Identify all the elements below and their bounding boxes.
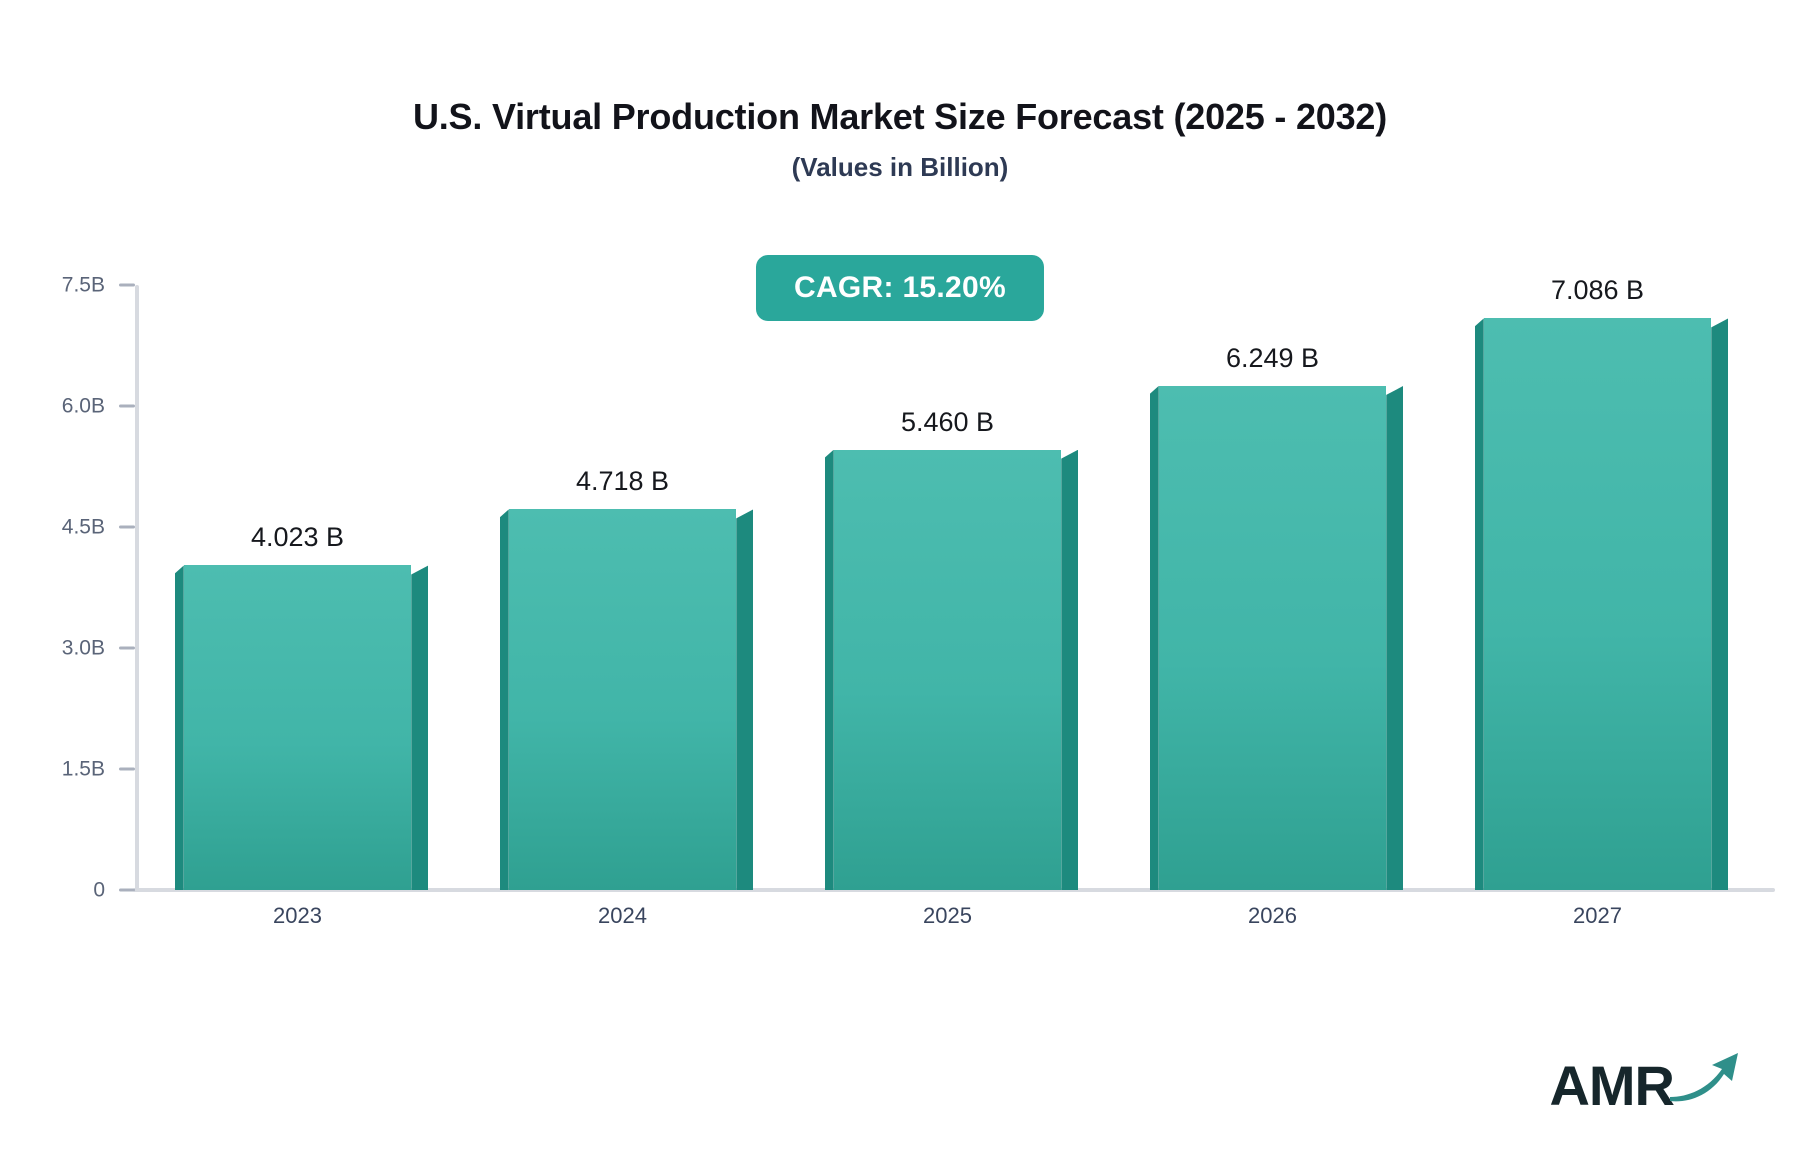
growth-arrow-icon xyxy=(1668,1047,1740,1108)
y-axis-tick-label: 3.0B xyxy=(61,636,105,660)
y-axis-tick: 1.5B xyxy=(62,759,135,780)
bar-front-face xyxy=(833,449,1062,890)
bar-right-side-face xyxy=(1386,385,1404,890)
bar-value-label: 6.249 B xyxy=(1225,342,1320,373)
x-axis-label: 2024 xyxy=(598,903,647,928)
cagr-badge: CAGR: 15.20% xyxy=(755,255,1045,321)
y-axis-tick-mark xyxy=(119,404,135,408)
bar-slot: 7.086 B xyxy=(1474,277,1729,890)
chart-header: U.S. Virtual Production Market Size Fore… xyxy=(0,96,1800,183)
bar-slot: 6.249 B xyxy=(1149,285,1404,890)
bar-value-label: 7.086 B xyxy=(1550,275,1645,306)
y-axis-tick-mark xyxy=(119,646,135,650)
y-axis-tick-mark xyxy=(119,888,135,892)
x-axis-label: 2023 xyxy=(273,903,322,928)
bar-slot: 5.460 B xyxy=(824,285,1079,890)
y-axis-tick: 3.0B xyxy=(62,638,135,659)
bar-value-label: 4.023 B xyxy=(250,522,345,553)
bar[interactable]: 5.460 B xyxy=(824,408,1079,890)
y-axis-tick-mark xyxy=(119,767,135,771)
y-axis-tick-label: 4.5B xyxy=(61,515,105,539)
bar-right-side-face xyxy=(1711,318,1729,890)
bar-left-side-face xyxy=(174,565,184,890)
bar-slot: 4.023 B xyxy=(174,285,429,890)
bar[interactable]: 4.718 B xyxy=(499,468,754,890)
x-axis-label: 2025 xyxy=(923,903,972,928)
y-axis-tick-label: 0 xyxy=(93,878,105,902)
bar[interactable]: 6.249 B xyxy=(1149,344,1404,890)
bar-right-side-face xyxy=(1061,449,1079,890)
bar-front-face xyxy=(183,565,412,890)
y-axis-tick-label: 7.5B xyxy=(61,273,105,297)
bar[interactable]: 4.023 B xyxy=(174,524,429,890)
bar-left-side-face xyxy=(1149,385,1159,890)
bar-front-face xyxy=(508,509,737,890)
bar-value-label: 4.718 B xyxy=(575,466,670,497)
bar-right-side-face xyxy=(411,565,429,890)
y-axis-tick: 7.5B xyxy=(62,275,135,296)
y-axis-line xyxy=(135,285,139,890)
y-axis-tick-mark xyxy=(119,525,135,529)
x-axis-baseline xyxy=(133,888,1775,892)
y-axis-tick-label: 1.5B xyxy=(61,757,105,781)
y-axis-tick-mark xyxy=(119,283,135,287)
bar-slot: 4.718 B xyxy=(499,285,754,890)
bar-left-side-face xyxy=(1474,318,1484,890)
bar-value-label: 5.460 B xyxy=(900,406,995,437)
bar-front-face xyxy=(1483,318,1712,890)
x-axis-label: 2027 xyxy=(1573,903,1622,928)
amr-logo: AMR xyxy=(1549,1047,1740,1114)
logo-text: AMR xyxy=(1549,1054,1675,1117)
bar-right-side-face xyxy=(736,509,754,890)
y-axis-tick: 4.5B xyxy=(62,517,135,538)
bar[interactable]: 7.086 B xyxy=(1474,277,1729,890)
chart-subtitle: (Values in Billion) xyxy=(791,152,1009,183)
bar-left-side-face xyxy=(499,509,509,890)
y-axis-tick: 0 xyxy=(93,880,135,901)
bar-left-side-face xyxy=(824,449,834,890)
bar-front-face xyxy=(1158,385,1387,890)
y-axis-tick-label: 6.0B xyxy=(61,394,105,418)
x-axis-labels: 2023 2024 2025 2026 2027 xyxy=(135,905,1760,945)
y-axis-tick: 6.0B xyxy=(62,396,135,417)
bar-series: 4.023 B 4.718 B 5.460 B 6.249 B 7.086 B xyxy=(135,277,1760,890)
x-axis-label: 2026 xyxy=(1248,903,1297,928)
chart-title: U.S. Virtual Production Market Size Fore… xyxy=(412,96,1388,137)
plot-area: 0 1.5B 3.0B 4.5B 6.0B 7.5B 4.023 B 4.718 B 5.46… xyxy=(62,275,1775,901)
